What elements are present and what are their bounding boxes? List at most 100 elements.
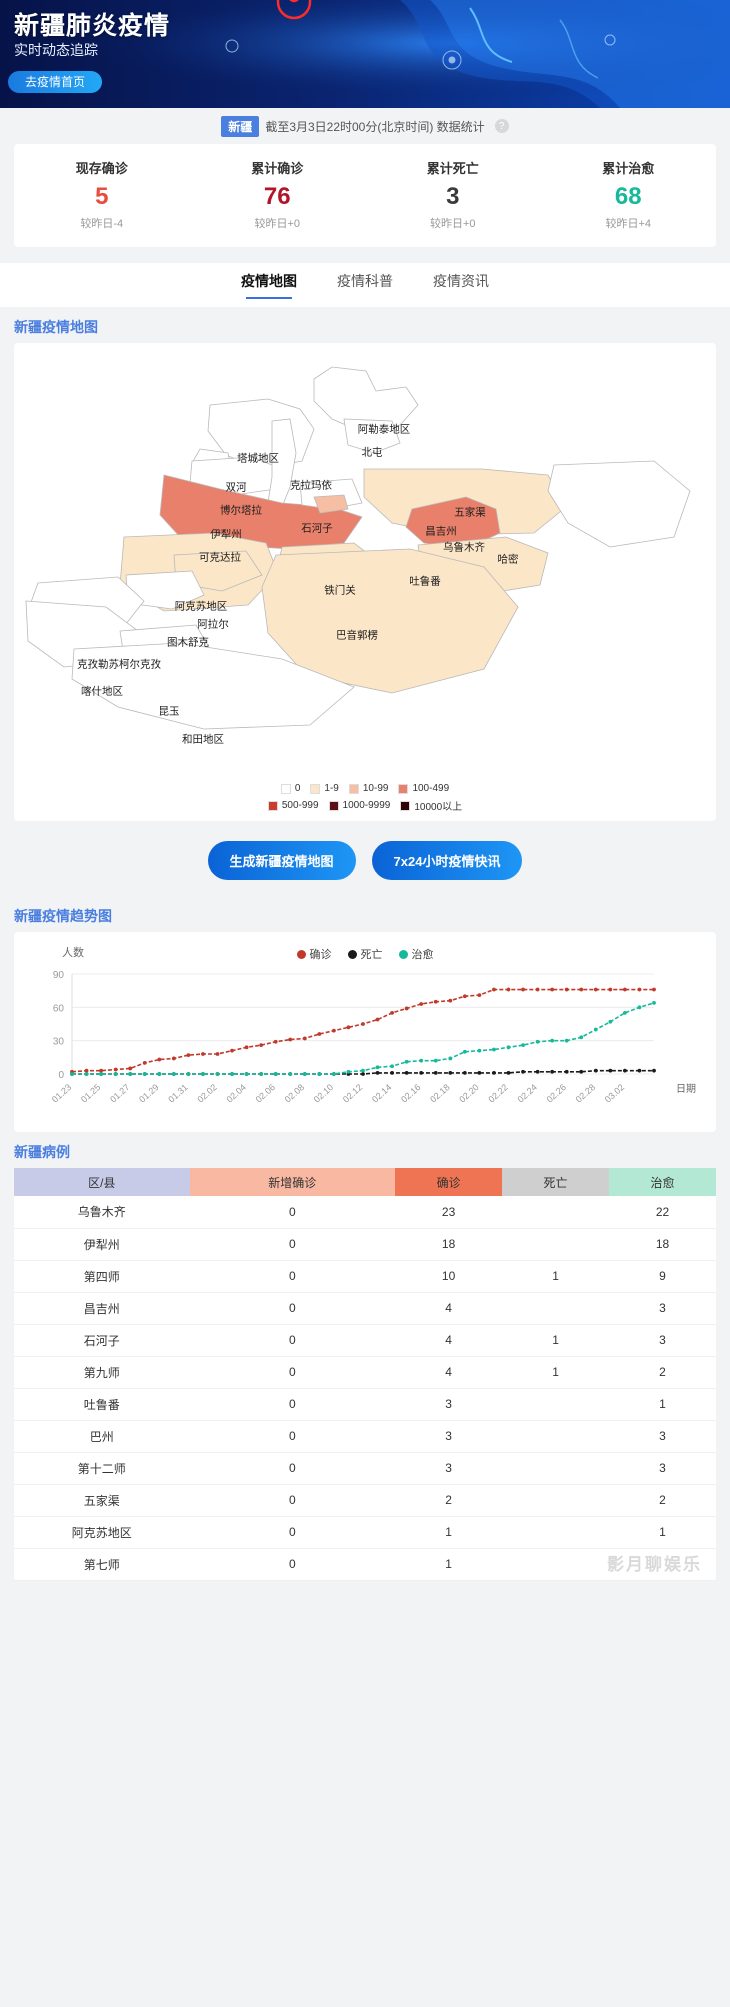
col-confirmed: 确诊 [395,1168,503,1196]
cell-region: 五家渠 [14,1484,190,1517]
stat-delta: 较昨日+4 [605,218,652,230]
cell-region: 昌吉州 [14,1292,190,1325]
cell-new: 0 [189,1196,396,1229]
svg-text:02.08: 02.08 [283,1082,306,1105]
table-row[interactable]: 昌吉州 0 4 3 [14,1292,716,1325]
legend-item: 0 [280,783,300,794]
xinjiang-map[interactable]: 0 1-9 10-99 100-499 500-999 1000-9999 10… [14,343,716,821]
legend-dot-confirmed [296,949,306,959]
table-row[interactable]: 乌鲁木齐 0 23 22 [14,1196,716,1229]
table-row[interactable]: 伊犁州 0 18 18 [14,1228,716,1261]
trend-chart[interactable]: 人数 确诊 死亡 治愈 0 30 60 90 01.23 01.25 01.27 01.29 0… [14,932,716,1132]
stat-total-confirmed: 累计确诊 76 较昨日+0 [190,158,366,231]
cell-dead [502,1420,610,1453]
stat-label: 累计确诊 [251,161,304,176]
cell-region: 巴州 [14,1420,190,1453]
stat-delta: 较昨日+0 [429,218,476,230]
cell-cured [609,1548,716,1581]
cell-new: 0 [189,1356,396,1389]
cell-cured: 1 [609,1516,716,1549]
cell-cured: 2 [609,1484,716,1517]
stat-label: 现存确诊 [75,161,128,176]
stat-delta: 较昨日+0 [254,218,301,230]
go-to-epidemic-home-button[interactable]: 去疫情首页 [8,71,102,93]
table-row[interactable]: 石河子 0 4 1 3 [14,1324,716,1357]
cell-new: 0 [189,1516,396,1549]
legend-label: 100-499 [412,783,450,794]
stat-label: 累计死亡 [426,161,479,176]
cell-confirmed: 4 [395,1292,503,1325]
svg-text:01.31: 01.31 [166,1082,189,1105]
legend-cured[interactable]: 治愈 [398,946,434,962]
table-header-row: 区/县 新增确诊 确诊 死亡 治愈 [14,1168,716,1196]
svg-text:60: 60 [53,1003,65,1014]
legend-deaths[interactable]: 死亡 [347,946,383,962]
legend-item: 1-9 [310,783,339,794]
stat-label: 累计治愈 [602,161,655,176]
legend-dot-cured [398,949,408,959]
legend-row-top: 0 1-9 10-99 100-499 [280,783,450,794]
tab-epidemic-science[interactable]: 疫情科普 [337,273,393,289]
stat-total-deaths: 累计死亡 3 较昨日+0 [365,158,541,231]
legend-swatch [310,783,321,794]
chart-section-title: 新疆疫情趋势图 [14,908,112,924]
legend-label: 确诊 [309,949,332,961]
table-row[interactable]: 第十二师 0 3 3 [14,1452,716,1485]
hero-background-illustration [0,0,730,108]
svg-text:01.27: 01.27 [108,1082,131,1105]
cell-new: 0 [189,1388,396,1421]
cell-cured: 22 [609,1196,716,1229]
legend-swatch [280,783,291,794]
table-row[interactable]: 第七师 0 1 [14,1548,716,1581]
tab-epidemic-news[interactable]: 疫情资讯 [433,273,489,289]
table-row[interactable]: 五家渠 0 2 2 [14,1484,716,1517]
legend-item: 1000-9999 [328,800,390,811]
cell-cured: 3 [609,1292,716,1325]
stat-total-cured: 累计治愈 68 较昨日+4 [541,158,717,231]
help-icon[interactable]: ? [494,119,509,133]
cell-dead [502,1548,610,1581]
cell-new: 0 [189,1292,396,1325]
cases-table: 区/县 新增确诊 确诊 死亡 治愈 乌鲁木齐 0 23 22 伊犁州 0 18 18 第四师 0 1… [14,1168,716,1581]
legend-confirmed[interactable]: 确诊 [296,946,332,962]
table-row[interactable]: 巴州 0 3 3 [14,1420,716,1453]
cell-region: 吐鲁番 [14,1388,190,1421]
svg-text:02.26: 02.26 [545,1082,568,1105]
cell-confirmed: 10 [395,1260,503,1293]
col-deaths: 死亡 [502,1168,610,1196]
tab-epidemic-map[interactable]: 疫情地图 [241,271,297,299]
cell-new: 0 [189,1452,396,1485]
news-feed-button[interactable]: 7x24小时疫情快讯 [371,841,523,880]
generate-map-button[interactable]: 生成新疆疫情地图 [207,841,356,880]
cell-confirmed: 1 [395,1548,503,1581]
table-row[interactable]: 第九师 0 4 1 2 [14,1356,716,1389]
xinjiang-map-svg[interactable] [14,357,716,757]
cell-confirmed: 18 [395,1228,503,1261]
cell-cured: 1 [609,1388,716,1421]
cell-new: 0 [189,1260,396,1293]
cell-dead [502,1228,610,1261]
legend-swatch [267,800,278,811]
cell-dead [502,1452,610,1485]
svg-text:01.29: 01.29 [137,1082,160,1105]
legend-item: 500-999 [267,800,319,811]
cell-cured: 3 [609,1420,716,1453]
stat-delta: 较昨日-4 [80,218,124,230]
svg-text:02.22: 02.22 [486,1082,509,1105]
page-subtitle: 实时动态追踪 [14,42,98,58]
legend-row-bottom: 500-999 1000-9999 10000以上 [267,798,462,813]
cell-new: 0 [189,1484,396,1517]
svg-text:02.18: 02.18 [428,1082,451,1105]
cell-region: 第九师 [14,1356,190,1389]
table-row[interactable]: 吐鲁番 0 3 1 [14,1388,716,1421]
svg-text:02.24: 02.24 [516,1082,539,1105]
hero-banner: 新疆肺炎疫情 实时动态追踪 去疫情首页 [0,0,730,108]
trend-chart-svg[interactable]: 0 30 60 90 01.23 01.25 01.27 01.29 01.31 02.02 02.… [14,966,716,1116]
legend-label: 10-99 [362,783,389,794]
as-of-bar: 新疆 截至3月3日22时00分(北京时间) 数据统计 ? [0,108,730,144]
table-row[interactable]: 阿克苏地区 0 1 1 [14,1516,716,1549]
svg-text:02.14: 02.14 [370,1082,393,1105]
chart-panel: 人数 确诊 死亡 治愈 0 30 60 90 01.23 01.25 01.27 01.29 0… [14,932,716,1132]
table-row[interactable]: 第四师 0 10 1 9 [14,1260,716,1293]
cell-dead [502,1388,610,1421]
